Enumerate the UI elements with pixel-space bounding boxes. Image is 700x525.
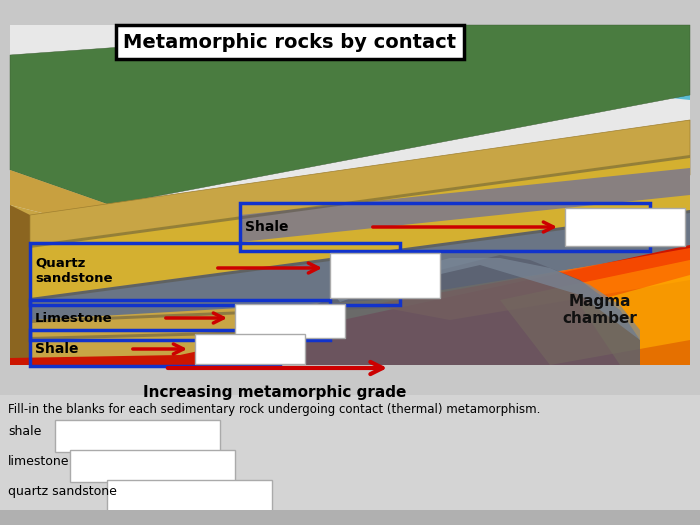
Text: Shale: Shale [35, 342, 78, 356]
Text: Shale: Shale [245, 220, 288, 234]
Polygon shape [30, 210, 690, 301]
Bar [30, 243, 400, 305]
Bar [10, 25, 690, 360]
Text: Limestone: Limestone [35, 311, 113, 324]
Polygon shape [30, 120, 690, 268]
Text: Quartz: Quartz [35, 257, 85, 269]
Text: Magma
chamber: Magma chamber [563, 294, 638, 326]
Polygon shape [10, 170, 110, 230]
Polygon shape [30, 210, 690, 320]
Bar [0, 510, 700, 525]
Text: quartz sandstone: quartz sandstone [8, 485, 117, 498]
Polygon shape [10, 25, 690, 205]
Polygon shape [500, 260, 690, 365]
Bar [70, 450, 235, 482]
Bar [30, 300, 330, 340]
Bar [195, 334, 305, 364]
Polygon shape [30, 155, 690, 298]
Bar [55, 420, 220, 452]
Bar [330, 253, 440, 298]
Bar [107, 480, 272, 512]
Text: Metamorphic rocks by contact: Metamorphic rocks by contact [123, 33, 456, 51]
Bar [0, 395, 700, 510]
Text: shale: shale [8, 425, 41, 438]
Text: limestone: limestone [8, 455, 69, 468]
Polygon shape [330, 258, 640, 340]
Text: Fill-in the blanks for each sedimentary rock undergoing contact (thermal) metamo: Fill-in the blanks for each sedimentary … [8, 403, 540, 416]
Polygon shape [10, 120, 690, 365]
Text: sandstone: sandstone [35, 271, 113, 285]
Polygon shape [10, 205, 30, 365]
Bar [240, 203, 650, 251]
Polygon shape [580, 275, 690, 365]
Polygon shape [420, 25, 690, 100]
Polygon shape [240, 168, 690, 242]
Polygon shape [30, 155, 690, 248]
Bar [235, 304, 345, 338]
Bar [30, 330, 280, 366]
Polygon shape [30, 305, 390, 323]
Polygon shape [280, 250, 690, 365]
Polygon shape [30, 328, 370, 340]
Polygon shape [370, 248, 690, 320]
Polygon shape [10, 245, 690, 365]
Text: Increasing metamorphic grade: Increasing metamorphic grade [144, 385, 407, 400]
Polygon shape [30, 175, 690, 298]
Polygon shape [230, 255, 640, 365]
Bar [565, 208, 685, 246]
